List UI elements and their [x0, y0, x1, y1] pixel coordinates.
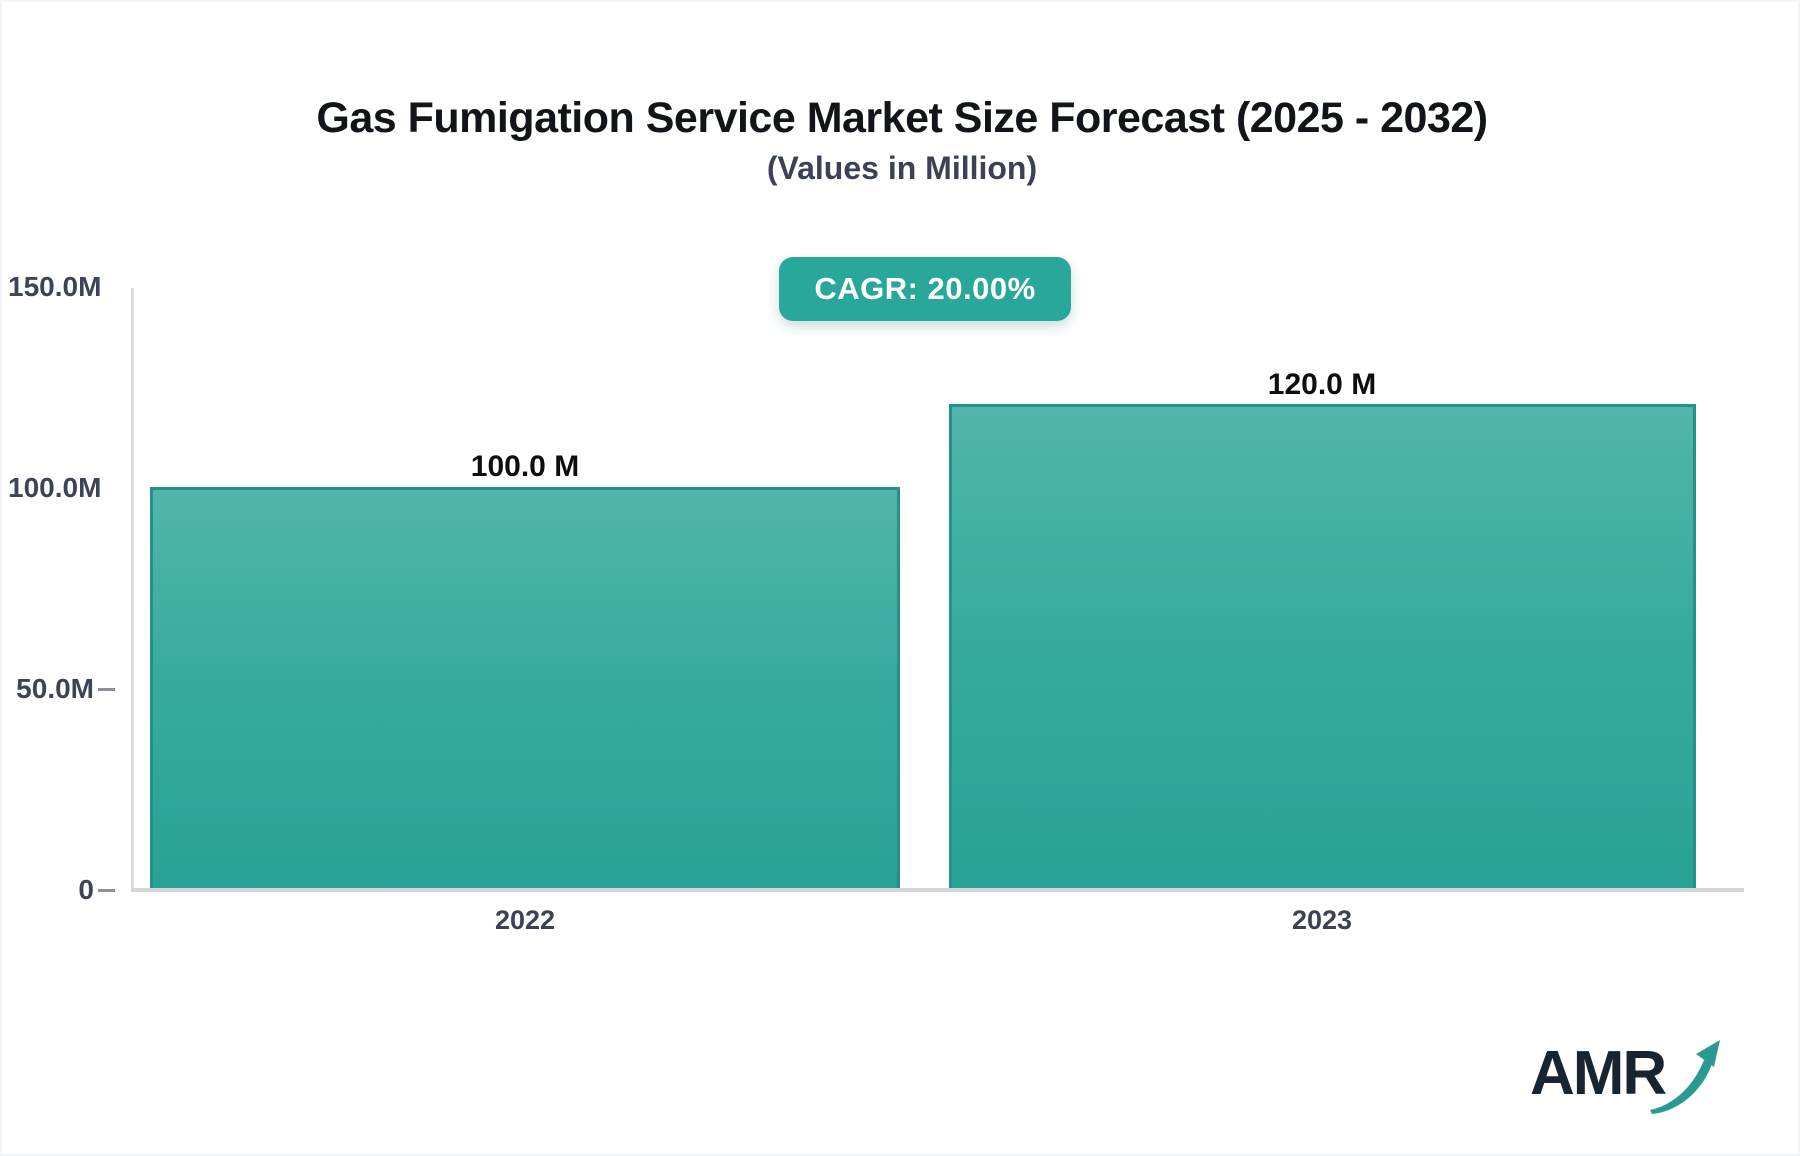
- y-tick-label-150m: 150.0M: [8, 271, 102, 302]
- x-axis-label-2022: 2022: [494, 905, 556, 935]
- y-tick-dash-50m: [98, 688, 115, 691]
- bar-2022[interactable]: [150, 487, 900, 888]
- chart-subtitle: (Values in Million): [766, 150, 1038, 186]
- cagr-badge-label: CAGR: 20.00%: [814, 271, 1036, 306]
- y-tick-label-50m: 50.0M: [16, 673, 94, 704]
- y-axis-line: [131, 288, 134, 892]
- y-tick-label-0: 0: [78, 874, 94, 905]
- trend-up-arrow-icon: [1648, 1034, 1722, 1119]
- y-tick-label-100m: 100.0M: [8, 472, 102, 503]
- bar-value-label-2023: 120.0 M: [1267, 368, 1377, 401]
- bar-value-label-2022: 100.0 M: [470, 450, 580, 483]
- x-axis-label-2023: 2023: [1291, 905, 1353, 935]
- amr-logo-text: AMR: [1530, 1039, 1667, 1108]
- amr-logo: AMR: [1530, 1032, 1720, 1116]
- x-axis-line: [131, 888, 1744, 892]
- bar-2023[interactable]: [949, 404, 1696, 888]
- cagr-badge: CAGR: 20.00%: [779, 257, 1071, 321]
- y-tick-dash-0: [98, 889, 115, 892]
- chart-title: Gas Fumigation Service Market Size Forec…: [316, 94, 1488, 142]
